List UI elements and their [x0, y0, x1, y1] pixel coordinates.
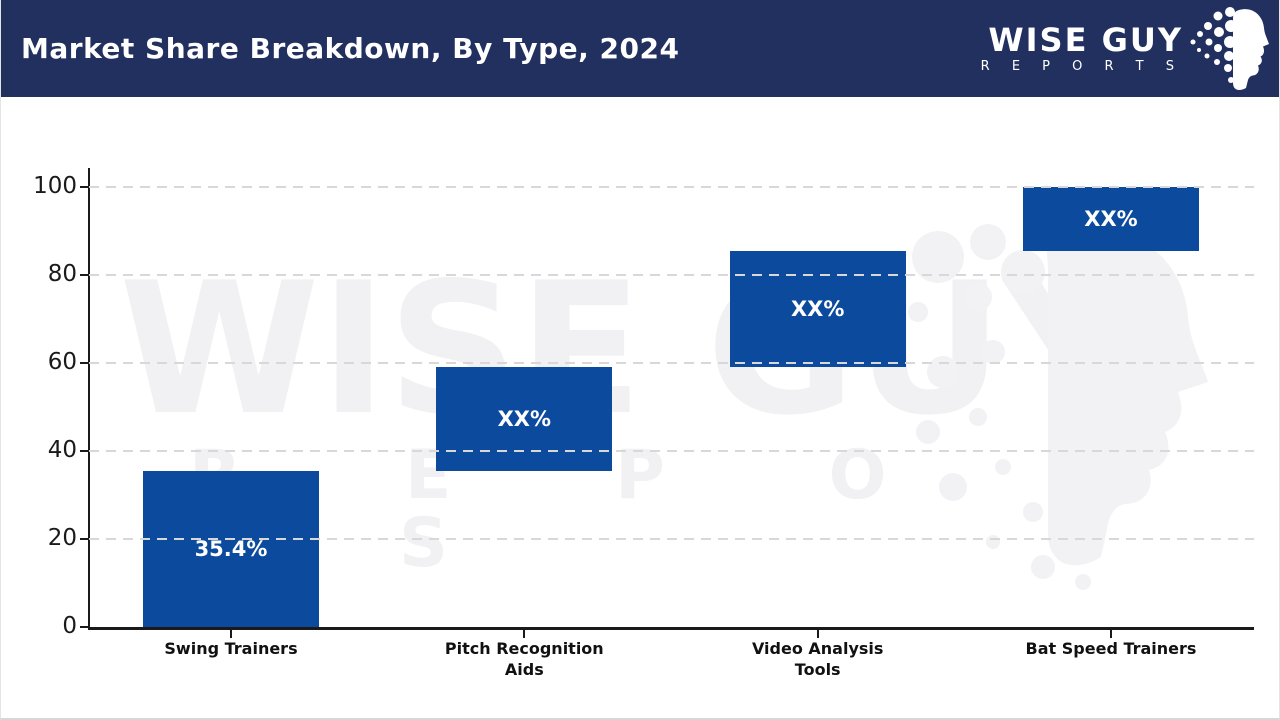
bar-value-label: XX%: [790, 296, 845, 321]
x-axis-label: Bat Speed Trainers: [1025, 639, 1197, 658]
bar-segment: XX%: [436, 366, 613, 472]
gridline-60: [89, 362, 1254, 364]
y-tick-label: 100: [33, 173, 77, 199]
x-tick-mark: [523, 630, 526, 638]
y-axis-line: [88, 168, 90, 628]
x-axis-label: Video Analysis Tools: [751, 639, 884, 679]
y-tick-mark: [80, 362, 89, 364]
y-tick-mark: [80, 274, 89, 276]
y-tick-mark: [80, 538, 89, 540]
logo-head-icon: [1190, 6, 1269, 90]
bar-value-label: XX%: [1084, 207, 1138, 232]
logo-brand-subtext: R E P O R T S: [980, 58, 1183, 74]
watermark-head-icon: [908, 224, 1208, 590]
x-axis-label: Swing Trainers: [164, 639, 298, 658]
y-tick-label: 20: [47, 525, 77, 551]
brand-logo: WISE GUY R E P O R T S: [981, 4, 1271, 94]
watermark-brand-text: WISE GUY: [119, 243, 1136, 455]
bar-segment: XX%: [729, 251, 906, 367]
y-tick-mark: [80, 626, 89, 628]
bar-segment: 35.4%: [143, 471, 319, 627]
gridline-80: [89, 274, 1254, 276]
gridline-100: [89, 186, 1254, 188]
y-tick-label: 80: [47, 261, 77, 287]
header-banner: Market Share Breakdown, By Type, 2024 WI…: [1, 0, 1279, 97]
page-title: Market Share Breakdown, By Type, 2024: [21, 32, 680, 65]
bar-value-label: 35.4%: [194, 537, 268, 562]
x-tick-mark: [816, 630, 819, 638]
x-tick-mark: [1110, 630, 1112, 638]
y-tick-label: 60: [47, 349, 77, 375]
logo-wordmark: WISE GUY R E P O R T S: [981, 24, 1183, 74]
x-axis-label: Pitch Recognition Aids: [444, 639, 604, 679]
gridline-20: [89, 538, 1254, 540]
x-axis-line: [88, 627, 1254, 630]
y-tick-mark: [80, 186, 89, 188]
y-tick-label: 0: [62, 613, 77, 639]
y-tick-label: 40: [47, 437, 77, 463]
bar-segment: XX%: [1023, 187, 1199, 252]
logo-brand-name: WISE GUY: [988, 20, 1183, 59]
bar-value-label: XX%: [497, 406, 552, 431]
gridline-40: [89, 450, 1254, 452]
x-tick-mark: [230, 630, 232, 638]
y-tick-mark: [80, 450, 89, 452]
